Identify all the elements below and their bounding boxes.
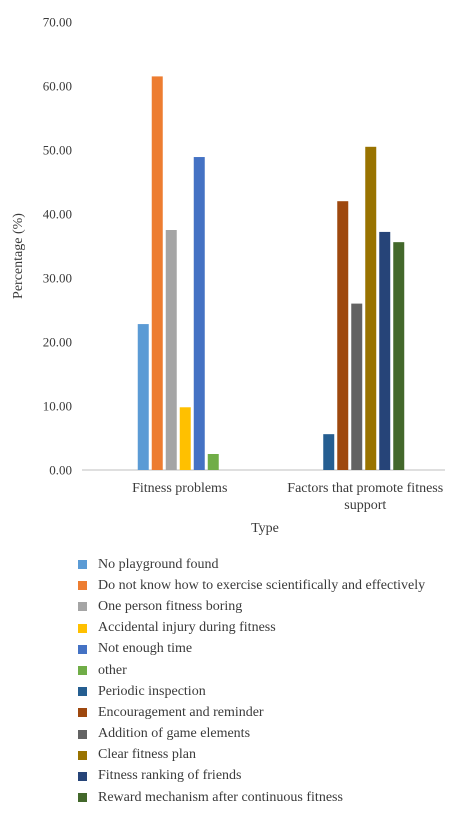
bar — [137, 324, 149, 470]
y-tick-label: 70.00 — [43, 15, 72, 30]
y-tick-label: 20.00 — [43, 335, 72, 350]
y-tick-label: 10.00 — [43, 399, 72, 414]
legend-swatch — [78, 793, 87, 803]
legend-label: Clear fitness plan — [98, 747, 196, 763]
legend: No playground found Do not know how to ex… — [78, 554, 468, 808]
category-label: Fitness problems — [132, 481, 227, 496]
y-tick-label: 50.00 — [43, 143, 72, 158]
legend-item: Clear fitness plan — [78, 745, 468, 766]
legend-label: No playground found — [98, 556, 219, 572]
legend-swatch — [78, 602, 87, 612]
legend-label: Do not know how to exercise scientifical… — [98, 577, 426, 593]
category-label: support — [344, 498, 386, 513]
bar — [393, 242, 405, 470]
legend-item: Do not know how to exercise scientifical… — [78, 575, 468, 596]
legend-swatch — [78, 644, 87, 654]
legend-item: No playground found — [78, 554, 468, 575]
bar — [365, 146, 377, 471]
legend-label: One person fitness boring — [98, 598, 243, 614]
legend-swatch — [78, 560, 87, 570]
legend-swatch — [78, 687, 87, 697]
legend-label: Encouragement and reminder — [98, 704, 264, 720]
legend-item: Encouragement and reminder — [78, 702, 468, 723]
bar — [323, 434, 335, 470]
x-axis-title: Type — [251, 521, 279, 536]
legend-swatch — [78, 729, 87, 739]
legend-item: Fitness ranking of friends — [78, 766, 468, 787]
legend-label: Not enough time — [98, 641, 193, 657]
legend-label: other — [98, 662, 127, 678]
legend-item: One person fitness boring — [78, 596, 468, 617]
category-label: Factors that promote fitness — [287, 481, 443, 496]
y-axis-ticks: 0.00 10.00 20.00 30.00 40.00 50.00 60.00 70.00 — [43, 15, 72, 478]
legend-item: other — [78, 660, 468, 681]
y-tick-label: 40.00 — [43, 207, 72, 222]
legend-item: Addition of game elements — [78, 724, 468, 745]
legend-label: Addition of game elements — [98, 726, 251, 742]
bars — [137, 76, 405, 471]
y-axis-title: Percentage (%) — [11, 213, 26, 299]
y-tick-label: 0.00 — [49, 463, 72, 478]
bar — [337, 201, 349, 470]
bar — [379, 231, 391, 470]
category-labels: Fitness problems Factors that promote fit… — [132, 481, 443, 513]
legend-label: Periodic inspection — [98, 683, 206, 699]
legend-item: Not enough time — [78, 639, 468, 660]
legend-swatch — [78, 708, 87, 718]
legend-swatch — [78, 750, 87, 760]
y-tick-label: 60.00 — [43, 79, 72, 94]
legend-item: Accidental injury during fitness — [78, 618, 468, 639]
bar — [151, 76, 163, 471]
legend-label: Accidental injury during fitness — [98, 620, 276, 636]
bar — [207, 454, 219, 470]
legend-swatch — [78, 581, 87, 591]
legend-label: Reward mechanism after continuous fitnes… — [98, 789, 343, 805]
bar — [193, 157, 205, 471]
legend-item: Periodic inspection — [78, 681, 468, 702]
bar — [351, 303, 363, 470]
y-tick-label: 30.00 — [43, 271, 72, 286]
bar-chart: Percentage (%) Type 0.00 10.00 20.00 30.00 4… — [11, 15, 445, 536]
bar — [179, 407, 191, 470]
legend-swatch — [78, 666, 87, 676]
legend-swatch — [78, 623, 87, 633]
bar — [165, 230, 177, 470]
legend-label: Fitness ranking of friends — [98, 768, 242, 784]
legend-swatch — [78, 771, 87, 781]
legend-item: Reward mechanism after continuous fitnes… — [78, 787, 468, 808]
